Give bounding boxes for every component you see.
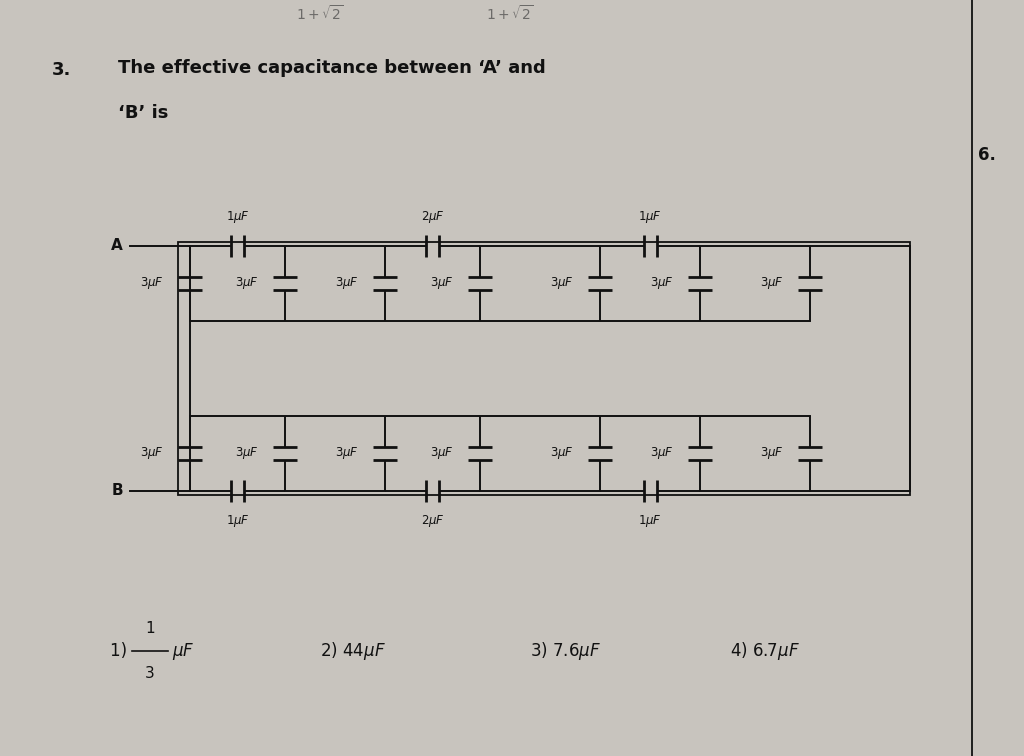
Text: 3) $7.6\mu F$: 3) $7.6\mu F$ — [530, 640, 601, 662]
Text: $1\mu F$: $1\mu F$ — [225, 209, 250, 225]
Text: $1+\sqrt{2}$: $1+\sqrt{2}$ — [296, 5, 344, 23]
Text: $3\mu F$: $3\mu F$ — [430, 275, 454, 292]
Text: $2\mu F$: $2\mu F$ — [421, 209, 444, 225]
Text: $3\mu F$: $3\mu F$ — [650, 445, 674, 461]
Text: $3\mu F$: $3\mu F$ — [236, 275, 259, 292]
Text: $1+\sqrt{2}$: $1+\sqrt{2}$ — [486, 5, 534, 23]
Text: 6.: 6. — [978, 146, 996, 164]
Text: $3\mu F$: $3\mu F$ — [335, 445, 359, 461]
Text: $3\mu F$: $3\mu F$ — [140, 275, 164, 292]
Text: 2) $44\mu F$: 2) $44\mu F$ — [319, 640, 386, 662]
Text: $3\mu F$: $3\mu F$ — [650, 275, 674, 292]
Text: $2\mu F$: $2\mu F$ — [421, 513, 444, 529]
Text: 1: 1 — [145, 621, 155, 636]
Bar — [178, 242, 910, 495]
Text: B: B — [112, 484, 123, 498]
Text: $3\mu F$: $3\mu F$ — [236, 445, 259, 461]
Text: 1): 1) — [110, 642, 132, 660]
Text: $3\mu F$: $3\mu F$ — [550, 445, 574, 461]
Text: $1\mu F$: $1\mu F$ — [638, 513, 662, 529]
Text: $1\mu F$: $1\mu F$ — [225, 513, 250, 529]
Text: 3.: 3. — [52, 61, 72, 79]
Text: $3\mu F$: $3\mu F$ — [760, 275, 784, 292]
Text: $3\mu F$: $3\mu F$ — [430, 445, 454, 461]
Text: The effective capacitance between ‘A’ and: The effective capacitance between ‘A’ an… — [118, 59, 546, 77]
Text: ‘B’ is: ‘B’ is — [118, 104, 168, 122]
Text: $\mu F$: $\mu F$ — [172, 640, 195, 662]
Text: 4) $6.7\mu F$: 4) $6.7\mu F$ — [730, 640, 800, 662]
Text: $3\mu F$: $3\mu F$ — [760, 445, 784, 461]
Text: A: A — [112, 238, 123, 253]
Text: 3: 3 — [145, 666, 155, 681]
Text: $3\mu F$: $3\mu F$ — [140, 445, 164, 461]
Text: $1\mu F$: $1\mu F$ — [638, 209, 662, 225]
Text: $3\mu F$: $3\mu F$ — [550, 275, 574, 292]
Text: $3\mu F$: $3\mu F$ — [335, 275, 359, 292]
